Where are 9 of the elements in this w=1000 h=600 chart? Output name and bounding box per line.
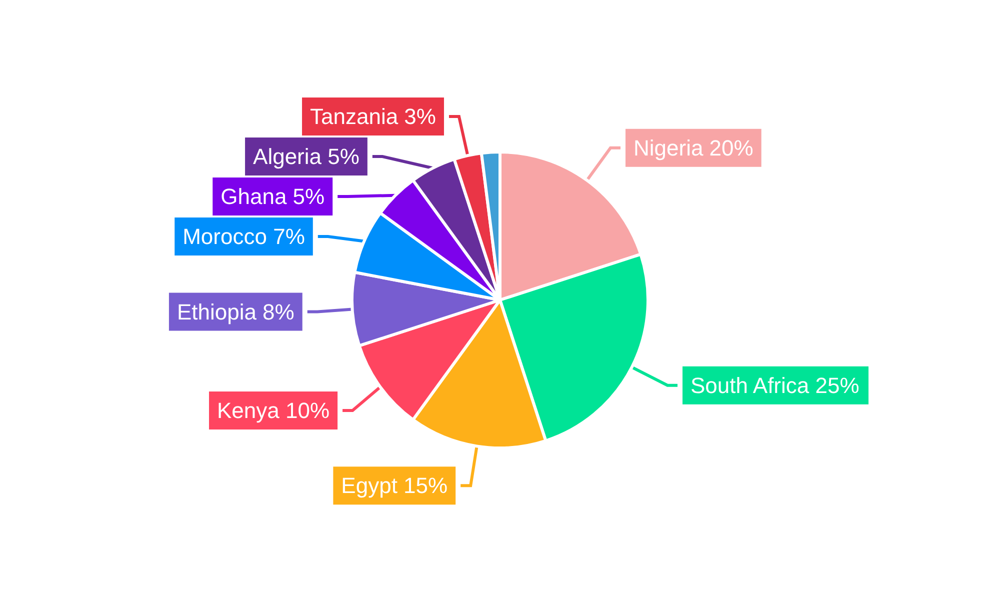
slice-label: South Africa 25% <box>690 372 860 398</box>
slice-label: Ethiopia 8% <box>176 299 294 324</box>
slice-label: Ghana 5% <box>220 184 325 210</box>
slice-label: Tanzania 3% <box>310 104 436 130</box>
slice-label: Kenya 10% <box>217 398 330 424</box>
slice-label: Algeria 5% <box>253 144 360 170</box>
slice-label: Egypt 15% <box>341 473 448 498</box>
slice-label: Nigeria 20% <box>634 135 754 160</box>
slice-label: Morocco 7% <box>182 224 305 250</box>
